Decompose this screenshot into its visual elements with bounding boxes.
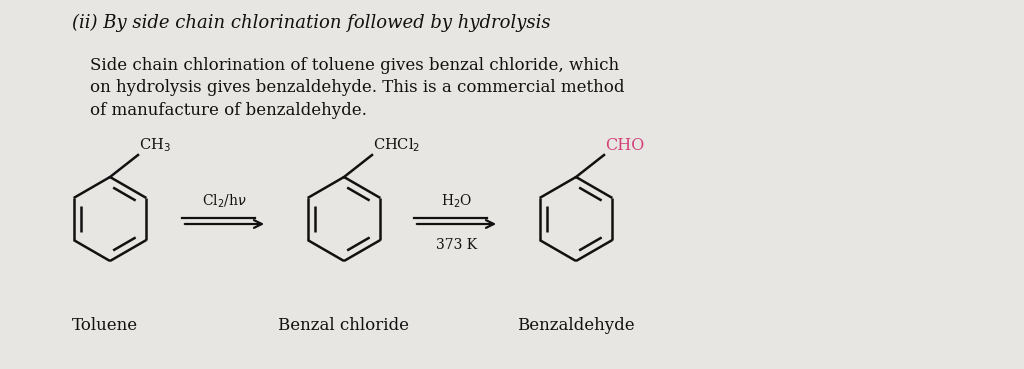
Text: Cl$_2$/h$\nu$: Cl$_2$/h$\nu$	[202, 193, 247, 210]
Text: on hydrolysis gives benzaldehyde. This is a commercial method: on hydrolysis gives benzaldehyde. This i…	[90, 79, 625, 97]
Text: CHCl$_2$: CHCl$_2$	[373, 136, 421, 154]
Text: Toluene: Toluene	[72, 317, 138, 334]
Text: CHO: CHO	[605, 137, 644, 154]
Text: of manufacture of benzaldehyde.: of manufacture of benzaldehyde.	[90, 102, 367, 119]
Text: (ii) By side chain chlorination followed by hydrolysis: (ii) By side chain chlorination followed…	[72, 14, 551, 32]
Text: CH$_3$: CH$_3$	[139, 136, 171, 154]
Text: H$_2$O: H$_2$O	[441, 193, 472, 210]
Text: Side chain chlorination of toluene gives benzal chloride, which: Side chain chlorination of toluene gives…	[90, 57, 620, 74]
Text: 373 K: 373 K	[436, 238, 477, 252]
Text: Benzaldehyde: Benzaldehyde	[517, 317, 635, 334]
Text: Benzal chloride: Benzal chloride	[279, 317, 410, 334]
